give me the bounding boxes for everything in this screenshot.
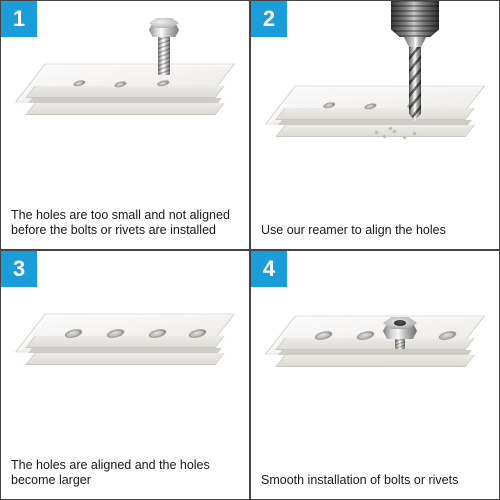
holes-group	[15, 314, 235, 353]
holes-group	[15, 64, 235, 103]
plate-stack	[30, 62, 220, 148]
holes-group	[265, 86, 485, 125]
bolt-icon	[149, 23, 179, 41]
panel-3: 3 The holes are aligned and the hole	[0, 250, 250, 500]
panel-4-scene	[251, 251, 499, 455]
step-badge: 1	[1, 1, 37, 37]
panel-2-scene	[251, 1, 499, 205]
instruction-grid: 1	[0, 0, 500, 500]
plate-stack	[30, 312, 220, 398]
panel-2-caption: Use our reamer to align the holes	[251, 205, 499, 249]
drill-icon	[387, 0, 443, 121]
panel-3-caption: The holes are aligned and the holes beco…	[1, 452, 249, 499]
step-badge: 3	[1, 251, 37, 287]
panel-1-caption: The holes are too small and not aligned …	[1, 202, 249, 249]
step-badge: 2	[251, 1, 287, 37]
panel-4: 4	[250, 250, 500, 500]
panel-3-scene	[1, 251, 249, 452]
holes-group	[265, 316, 485, 355]
panel-2: 2	[250, 0, 500, 250]
step-badge: 4	[251, 251, 287, 287]
panel-4-caption: Smooth installation of bolts or rivets	[251, 455, 499, 499]
panel-1: 1	[0, 0, 250, 250]
panel-1-scene	[1, 1, 249, 202]
plate-stack	[280, 314, 470, 400]
